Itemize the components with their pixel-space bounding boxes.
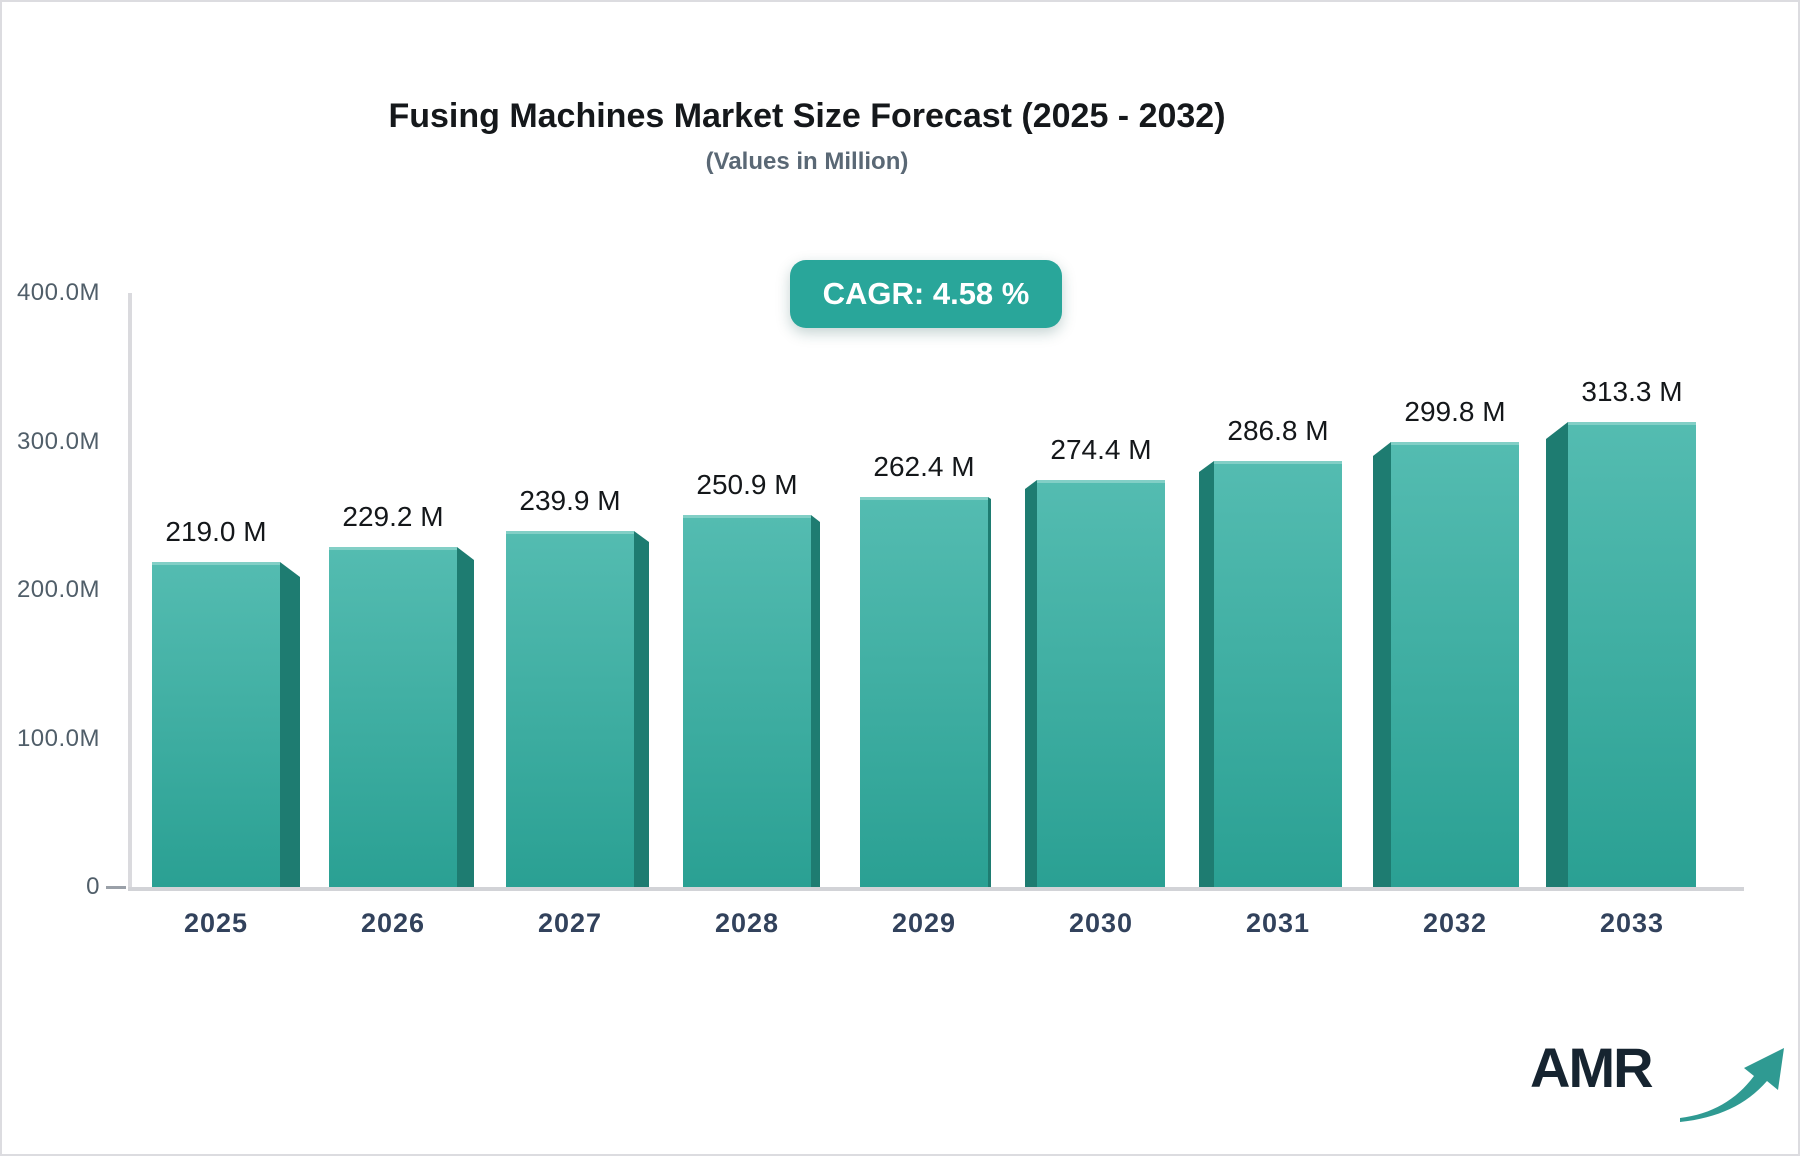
bar-2027[interactable] xyxy=(506,531,649,887)
bar-2025[interactable] xyxy=(152,562,300,887)
bar-side-face xyxy=(988,497,991,887)
bar-front-face xyxy=(1568,422,1696,887)
bar-front-face xyxy=(860,497,988,887)
bar-front-face xyxy=(506,531,634,887)
bar-front-face xyxy=(1391,442,1519,887)
chart-subtitle: (Values in Million) xyxy=(705,148,909,175)
bar-2026[interactable] xyxy=(329,547,474,887)
bar-side-face xyxy=(1025,480,1037,887)
bar-2028[interactable] xyxy=(683,515,820,887)
bar-side-face xyxy=(280,562,300,887)
bar-front-face xyxy=(329,547,457,887)
bar-front-face xyxy=(1037,480,1165,887)
bar-side-face xyxy=(634,531,649,887)
bar-2030[interactable] xyxy=(1025,480,1165,887)
bar-front-face xyxy=(683,515,811,887)
amr-logo: AMR xyxy=(1530,1036,1784,1135)
chart-header: Fusing Machines Market Size Forecast (20… xyxy=(2,2,1612,176)
y-axis-line xyxy=(128,293,132,891)
growth-arrow-icon xyxy=(1680,1048,1784,1122)
bar-front-face xyxy=(152,562,280,887)
bar-side-face xyxy=(811,515,820,887)
bar-side-face xyxy=(1546,422,1568,887)
amr-logo-text: AMR xyxy=(1530,1036,1654,1099)
bar-front-face xyxy=(1214,461,1342,887)
bar-2033[interactable] xyxy=(1546,422,1696,887)
x-axis-baseline xyxy=(128,887,1744,891)
bar-side-face xyxy=(457,547,474,887)
bar-side-face xyxy=(1373,442,1391,887)
bar-side-face xyxy=(1199,461,1214,887)
bar-2032[interactable] xyxy=(1373,442,1519,887)
bar-2029[interactable] xyxy=(860,497,991,887)
bar-2031[interactable] xyxy=(1199,461,1342,887)
chart-title: Fusing Machines Market Size Forecast (20… xyxy=(388,97,1226,135)
cagr-badge: CAGR: 4.58 % xyxy=(790,260,1062,328)
